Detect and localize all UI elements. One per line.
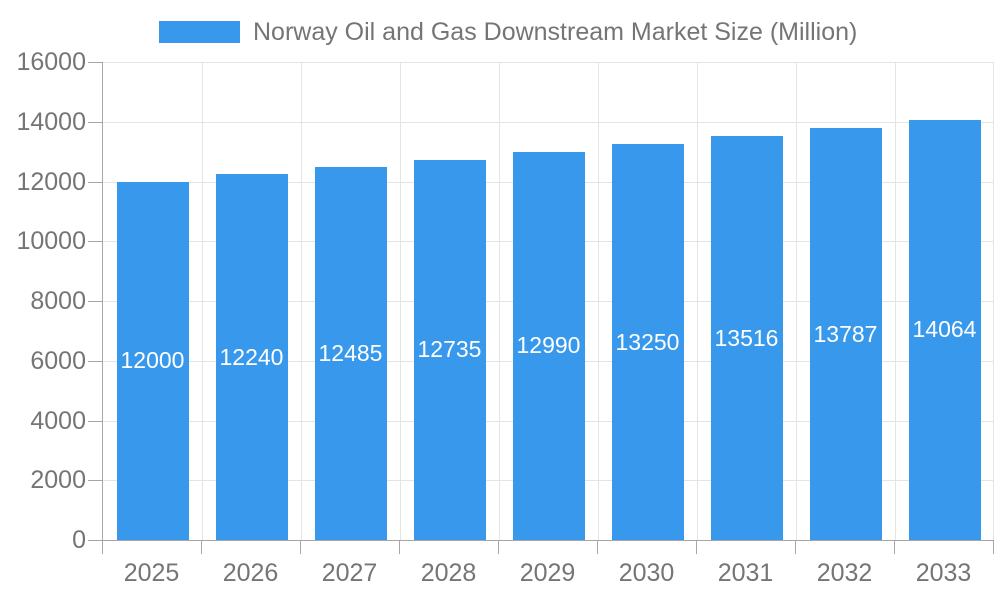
bar-value-label: 12990 [516, 332, 581, 359]
bar-value-label: 12240 [219, 343, 284, 370]
v-gridline [301, 62, 302, 540]
y-axis-tick [88, 420, 102, 422]
bar: 12485 [314, 167, 387, 540]
y-axis-tick [88, 62, 102, 63]
bar-value-label: 13250 [615, 328, 680, 355]
bar-value-label: 12735 [417, 336, 482, 363]
bar: 13516 [710, 136, 783, 540]
y-axis-tick-label: 4000 [30, 406, 86, 435]
bar: 12240 [215, 174, 288, 540]
y-axis-tick-label: 12000 [16, 167, 86, 196]
v-gridline [796, 62, 797, 540]
bar-value-label: 12000 [120, 347, 185, 374]
h-gridline [103, 121, 994, 123]
x-axis-tick [993, 541, 994, 554]
bar: 12735 [413, 159, 486, 540]
x-axis-tick-label: 2025 [123, 559, 180, 587]
x-axis-tick-label: 2030 [618, 559, 675, 587]
y-axis-tick [88, 241, 102, 243]
legend-swatch [159, 21, 240, 43]
x-axis-tick [894, 541, 895, 554]
y-axis-tick-label: 10000 [16, 227, 86, 256]
v-gridline [202, 62, 203, 540]
x-axis-tick [597, 541, 598, 554]
y-axis-tick [88, 121, 102, 123]
bar-value-label: 13787 [813, 320, 878, 347]
x-axis-tick [300, 541, 301, 554]
x-axis-tick-label: 2033 [915, 559, 972, 587]
v-gridline [993, 62, 994, 540]
x-axis-tick [696, 541, 697, 554]
v-gridline [400, 62, 401, 540]
y-axis-tick-label: 16000 [16, 48, 86, 76]
y-axis-tick [88, 540, 102, 541]
y-axis-tick-label: 2000 [30, 466, 86, 495]
bar-value-label: 12485 [318, 340, 383, 366]
bar-value-label: 14064 [912, 316, 977, 343]
x-axis-tick-label: 2026 [222, 559, 279, 587]
legend-label: Norway Oil and Gas Downstream Market Siz… [253, 18, 858, 46]
y-axis-tick-label: 0 [72, 526, 86, 554]
h-gridline [103, 62, 994, 63]
x-axis-tick [399, 541, 400, 554]
y-axis-tick-label: 6000 [30, 346, 86, 375]
y-axis-tick-label: 8000 [30, 287, 86, 315]
v-gridline [598, 62, 599, 540]
v-gridline [697, 62, 698, 540]
bar: 13787 [809, 128, 882, 540]
y-axis-tick [88, 480, 102, 482]
v-gridline [499, 62, 500, 540]
y-axis-tick-label: 14000 [16, 107, 86, 136]
y-axis-tick [88, 360, 102, 362]
bar: 13250 [611, 144, 684, 540]
x-axis-tick [102, 541, 103, 554]
bar: 12000 [116, 181, 189, 540]
bar-value-label: 13516 [714, 324, 779, 351]
v-gridline [895, 62, 896, 540]
x-axis-tick-label: 2028 [420, 559, 477, 587]
x-axis-tick-label: 2029 [519, 559, 576, 587]
x-axis-tick-label: 2027 [321, 559, 378, 587]
y-axis-tick [88, 301, 102, 302]
x-axis-tick-label: 2031 [717, 559, 774, 587]
x-axis-tick [498, 541, 499, 554]
bar: 12990 [512, 151, 585, 540]
y-axis-tick [88, 181, 102, 183]
x-axis-tick-label: 2032 [816, 559, 873, 587]
x-axis-tick [795, 541, 796, 554]
x-axis-tick [201, 541, 202, 554]
plot-area: 12000 12240 12485 12735 12990 13250 13516 13787… [102, 62, 994, 541]
bar: 14064 [908, 119, 981, 540]
chart-legend: Norway Oil and Gas Downstream Market Siz… [159, 19, 857, 45]
